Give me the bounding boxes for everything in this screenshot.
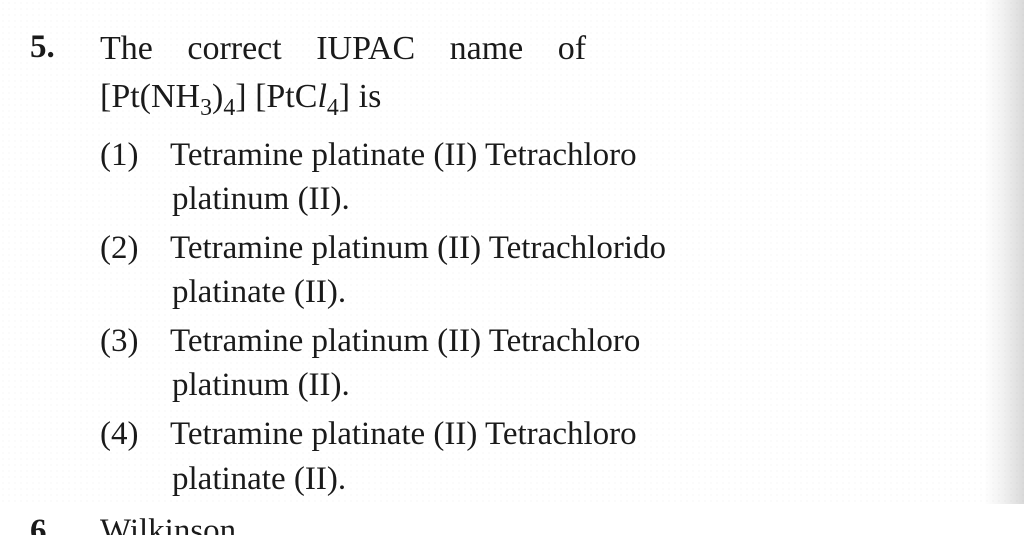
option-4: (4) Tetramine platinate (II) Tetrachloro… bbox=[100, 412, 964, 501]
option-line-2: platinate (II). bbox=[172, 270, 964, 315]
question-number: 5. bbox=[30, 25, 100, 70]
option-line-2: platinum (II). bbox=[172, 177, 964, 222]
option-text: Tetramine platinate (II) Tetrachloro pla… bbox=[170, 412, 964, 501]
question-body: The correct IUPAC name of [Pt(NH3)4] [Pt… bbox=[100, 25, 964, 125]
option-label: (1) bbox=[100, 133, 170, 178]
option-text: Tetramine platinate (II) Tetrachloro pla… bbox=[170, 133, 964, 222]
page-edge-shadow bbox=[984, 0, 1024, 504]
next-question-partial: 6 Wilkinson bbox=[30, 515, 964, 535]
option-line-1: Tetramine platinum (II) Tetrachloro bbox=[170, 319, 964, 364]
stem-line-1: The correct IUPAC name of bbox=[100, 25, 964, 73]
option-label: (2) bbox=[100, 226, 170, 271]
option-text: Tetramine platinum (II) Tetrachlorido pl… bbox=[170, 226, 964, 315]
option-line-2: platinate (II). bbox=[172, 457, 964, 502]
option-label: (3) bbox=[100, 319, 170, 364]
option-3: (3) Tetramine platinum (II) Tetrachloro … bbox=[100, 319, 964, 408]
option-2: (2) Tetramine platinum (II) Tetrachlorid… bbox=[100, 226, 964, 315]
option-line-1: Tetramine platinum (II) Tetrachlorido bbox=[170, 226, 964, 271]
option-line-2: platinum (II). bbox=[172, 363, 964, 408]
option-label: (4) bbox=[100, 412, 170, 457]
question-stem: The correct IUPAC name of [Pt(NH3)4] [Pt… bbox=[100, 25, 964, 125]
option-1: (1) Tetramine platinate (II) Tetrachloro… bbox=[100, 133, 964, 222]
option-text: Tetramine platinum (II) Tetrachloro plat… bbox=[170, 319, 964, 408]
stem-line-2: [Pt(NH3)4] [PtCl4] is bbox=[100, 73, 964, 125]
options-list: (1) Tetramine platinate (II) Tetrachloro… bbox=[100, 133, 964, 501]
question-block: 5. The correct IUPAC name of [Pt(NH3)4] … bbox=[30, 25, 964, 125]
option-line-1: Tetramine platinate (II) Tetrachloro bbox=[170, 133, 964, 178]
next-question-number: 6 bbox=[30, 515, 100, 535]
next-question-fragment: Wilkinson bbox=[100, 515, 236, 535]
option-line-1: Tetramine platinate (II) Tetrachloro bbox=[170, 412, 964, 457]
